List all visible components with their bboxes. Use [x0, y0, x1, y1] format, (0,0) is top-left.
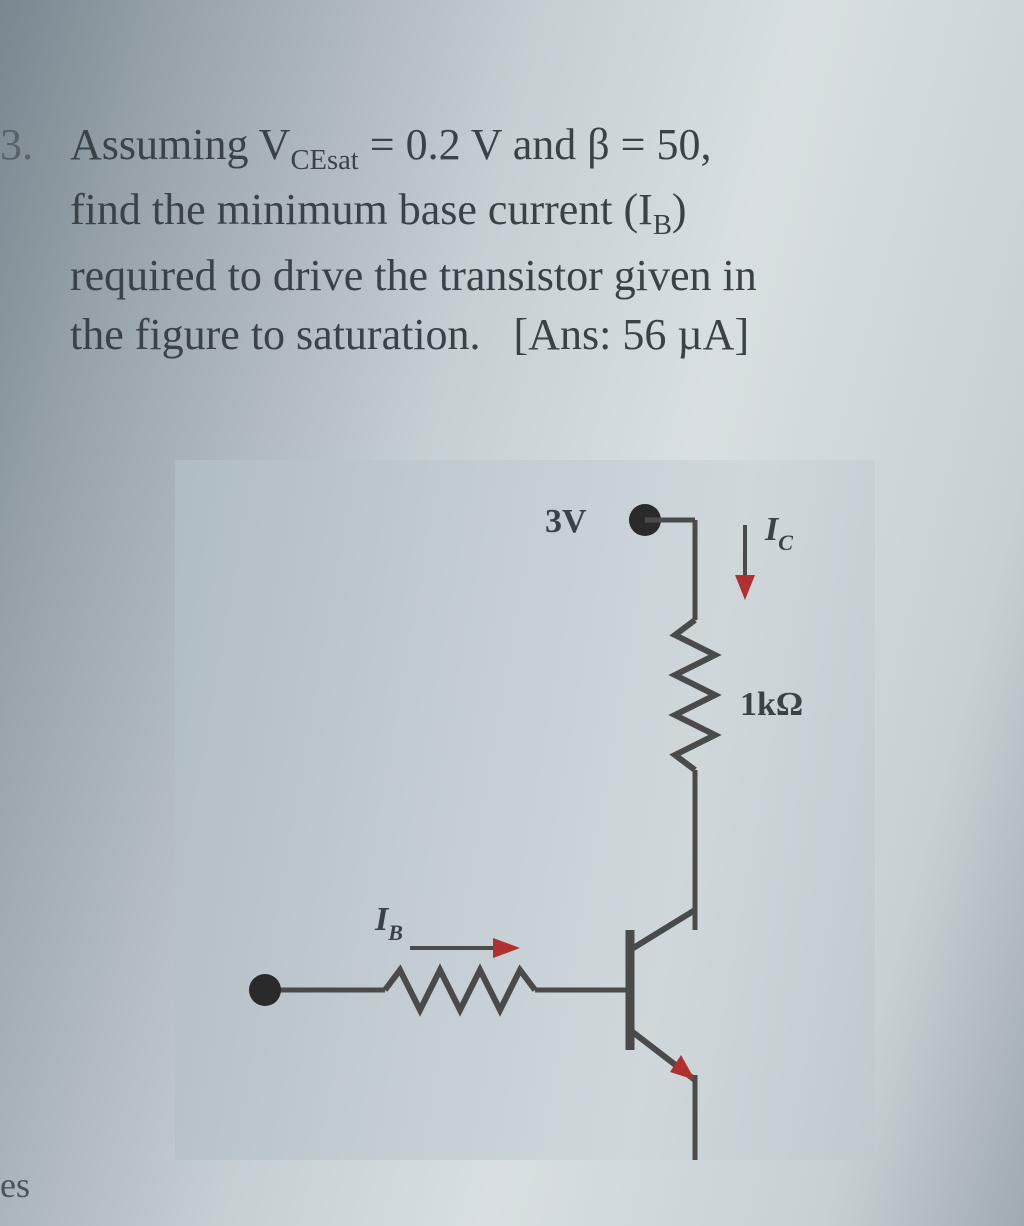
circuit-diagram: 3V IC 1kΩ	[175, 460, 875, 1160]
line4-pre: the figure to saturation.	[70, 310, 481, 359]
corner-fragment: es	[0, 1164, 30, 1206]
line2-post: )	[672, 185, 687, 234]
problem-number: 3.	[0, 115, 33, 174]
line1-pre: Assuming V	[70, 120, 290, 169]
line4-ans: [Ans: 56 µA]	[514, 310, 750, 359]
base-resistor	[385, 970, 535, 1010]
line2-sub: B	[653, 210, 672, 241]
line1-sub: CEsat	[290, 145, 358, 176]
base-input-node	[249, 974, 281, 1006]
ic-label: IC	[764, 511, 793, 555]
ib-label: IB	[374, 901, 403, 945]
emitter-arrow	[670, 1055, 695, 1080]
ib-arrow-head	[493, 938, 520, 958]
page-root: 3. Assuming VCEsat = 0.2 V and β = 50, f…	[0, 0, 1024, 1226]
problem-body: Assuming VCEsat = 0.2 V and β = 50, find…	[70, 115, 984, 365]
collector-resistor	[675, 620, 715, 770]
transistor-collector	[630, 910, 695, 950]
circuit-svg: 3V IC 1kΩ	[175, 460, 875, 1160]
resistor-label: 1kΩ	[740, 686, 803, 723]
supply-label: 3V	[545, 503, 587, 540]
line2-pre: find the minimum base current (I	[70, 185, 653, 234]
line3: required to drive the transistor given i…	[70, 251, 757, 300]
problem-text: 3. Assuming VCEsat = 0.2 V and β = 50, f…	[0, 115, 984, 365]
ic-arrow-head	[735, 575, 755, 600]
line1-post: = 0.2 V and β = 50,	[359, 120, 712, 169]
